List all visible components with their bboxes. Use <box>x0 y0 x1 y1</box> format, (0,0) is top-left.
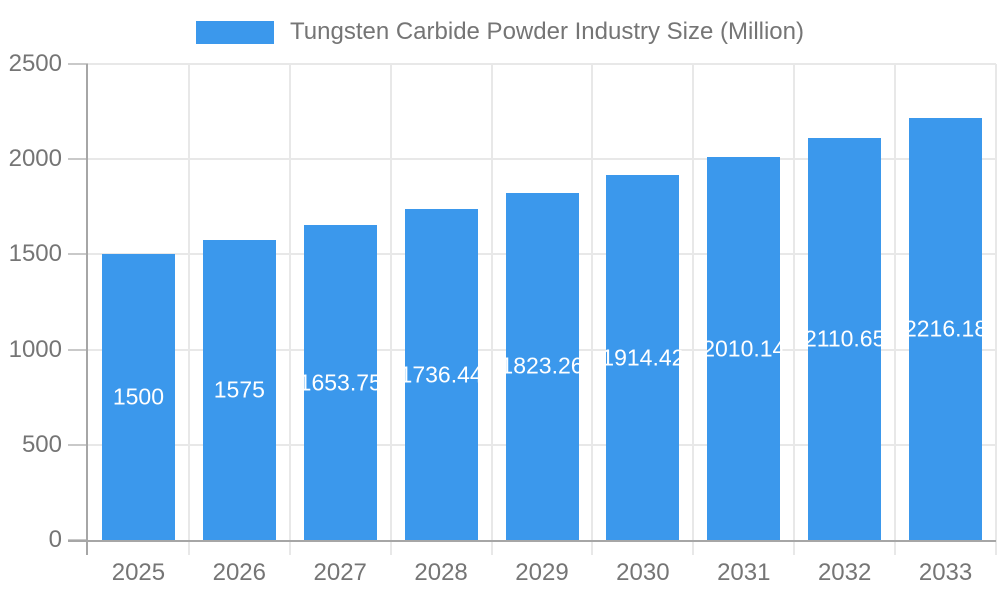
bar-2027[interactable]: 1653.75 <box>299 225 382 540</box>
x-axis-label-2031: 2031 <box>717 559 771 586</box>
v-gridline <box>995 64 997 540</box>
x-axis-label-2033: 2033 <box>918 559 973 586</box>
v-gridline <box>187 64 190 540</box>
v-gridline <box>692 64 695 540</box>
y-axis-label: 2500 <box>8 50 62 77</box>
x-axis-label-2025: 2025 <box>111 559 166 586</box>
bar-2033[interactable]: 2216.18 <box>904 118 987 540</box>
y-axis-line <box>86 64 88 555</box>
bar-2025[interactable]: 1500 <box>101 254 175 540</box>
x-axis-tick <box>187 540 190 555</box>
y-axis-tick <box>68 158 88 161</box>
x-axis-label-2028: 2028 <box>414 559 468 586</box>
x-axis-label-2029: 2029 <box>515 559 569 586</box>
v-gridline <box>490 64 493 540</box>
y-axis-tick <box>68 348 88 351</box>
legend-label: Tungsten Carbide Powder Industry Size (M… <box>290 18 804 45</box>
x-axis-tick <box>490 540 493 555</box>
v-gridline <box>793 64 796 540</box>
x-axis-tick <box>591 540 594 555</box>
y-axis-tick <box>68 253 88 256</box>
bar-2030[interactable]: 1914.42 <box>601 175 684 540</box>
h-gridline <box>88 158 996 161</box>
x-axis-label-2030: 2030 <box>616 559 670 586</box>
v-gridline <box>389 64 392 540</box>
x-axis-label-2032: 2032 <box>817 559 872 586</box>
bar-value-label: 1500 <box>112 383 165 410</box>
bar-2032[interactable]: 2110.65 <box>804 138 885 540</box>
bar-value-label: 2110.65 <box>803 325 886 352</box>
legend[interactable]: Tungsten Carbide Powder Industry Size (M… <box>0 14 1000 50</box>
x-axis-tick <box>894 540 897 555</box>
h-gridline <box>88 63 996 65</box>
bar-value-label: 1736.44 <box>399 361 483 388</box>
x-axis-line <box>68 540 996 542</box>
v-gridline <box>591 64 594 540</box>
v-gridline <box>894 64 897 540</box>
bar-value-label: 2216.18 <box>903 315 988 342</box>
y-axis-label: 1000 <box>8 335 62 363</box>
x-axis-tick <box>692 540 695 555</box>
bar-value-label: 1823.26 <box>500 352 584 379</box>
x-axis-label-2027: 2027 <box>313 559 367 586</box>
bar-value-label: 2010.14 <box>702 335 786 362</box>
x-axis-tick <box>995 540 997 555</box>
bar-2031[interactable]: 2010.14 <box>702 157 785 540</box>
bar-value-label: 1653.75 <box>298 369 382 396</box>
bar-2028[interactable]: 1736.44 <box>400 209 483 540</box>
y-axis-label: 500 <box>21 430 62 458</box>
v-gridline <box>288 64 291 540</box>
y-axis-label: 1500 <box>8 240 62 268</box>
bar-value-label: 1575 <box>213 376 265 403</box>
x-axis-tick <box>389 540 392 555</box>
y-axis-label: 2000 <box>8 145 62 173</box>
x-axis-label-2026: 2026 <box>212 559 266 586</box>
x-axis-tick <box>793 540 796 555</box>
bar-2029[interactable]: 1823.26 <box>500 192 584 540</box>
y-axis-tick <box>68 443 88 446</box>
legend-swatch <box>196 20 274 44</box>
x-axis-tick <box>288 540 291 555</box>
y-axis-tick <box>68 63 88 65</box>
y-axis-label: 0 <box>48 526 62 553</box>
bar-value-label: 1914.42 <box>601 344 685 371</box>
bar-2026[interactable]: 1575 <box>202 240 276 540</box>
